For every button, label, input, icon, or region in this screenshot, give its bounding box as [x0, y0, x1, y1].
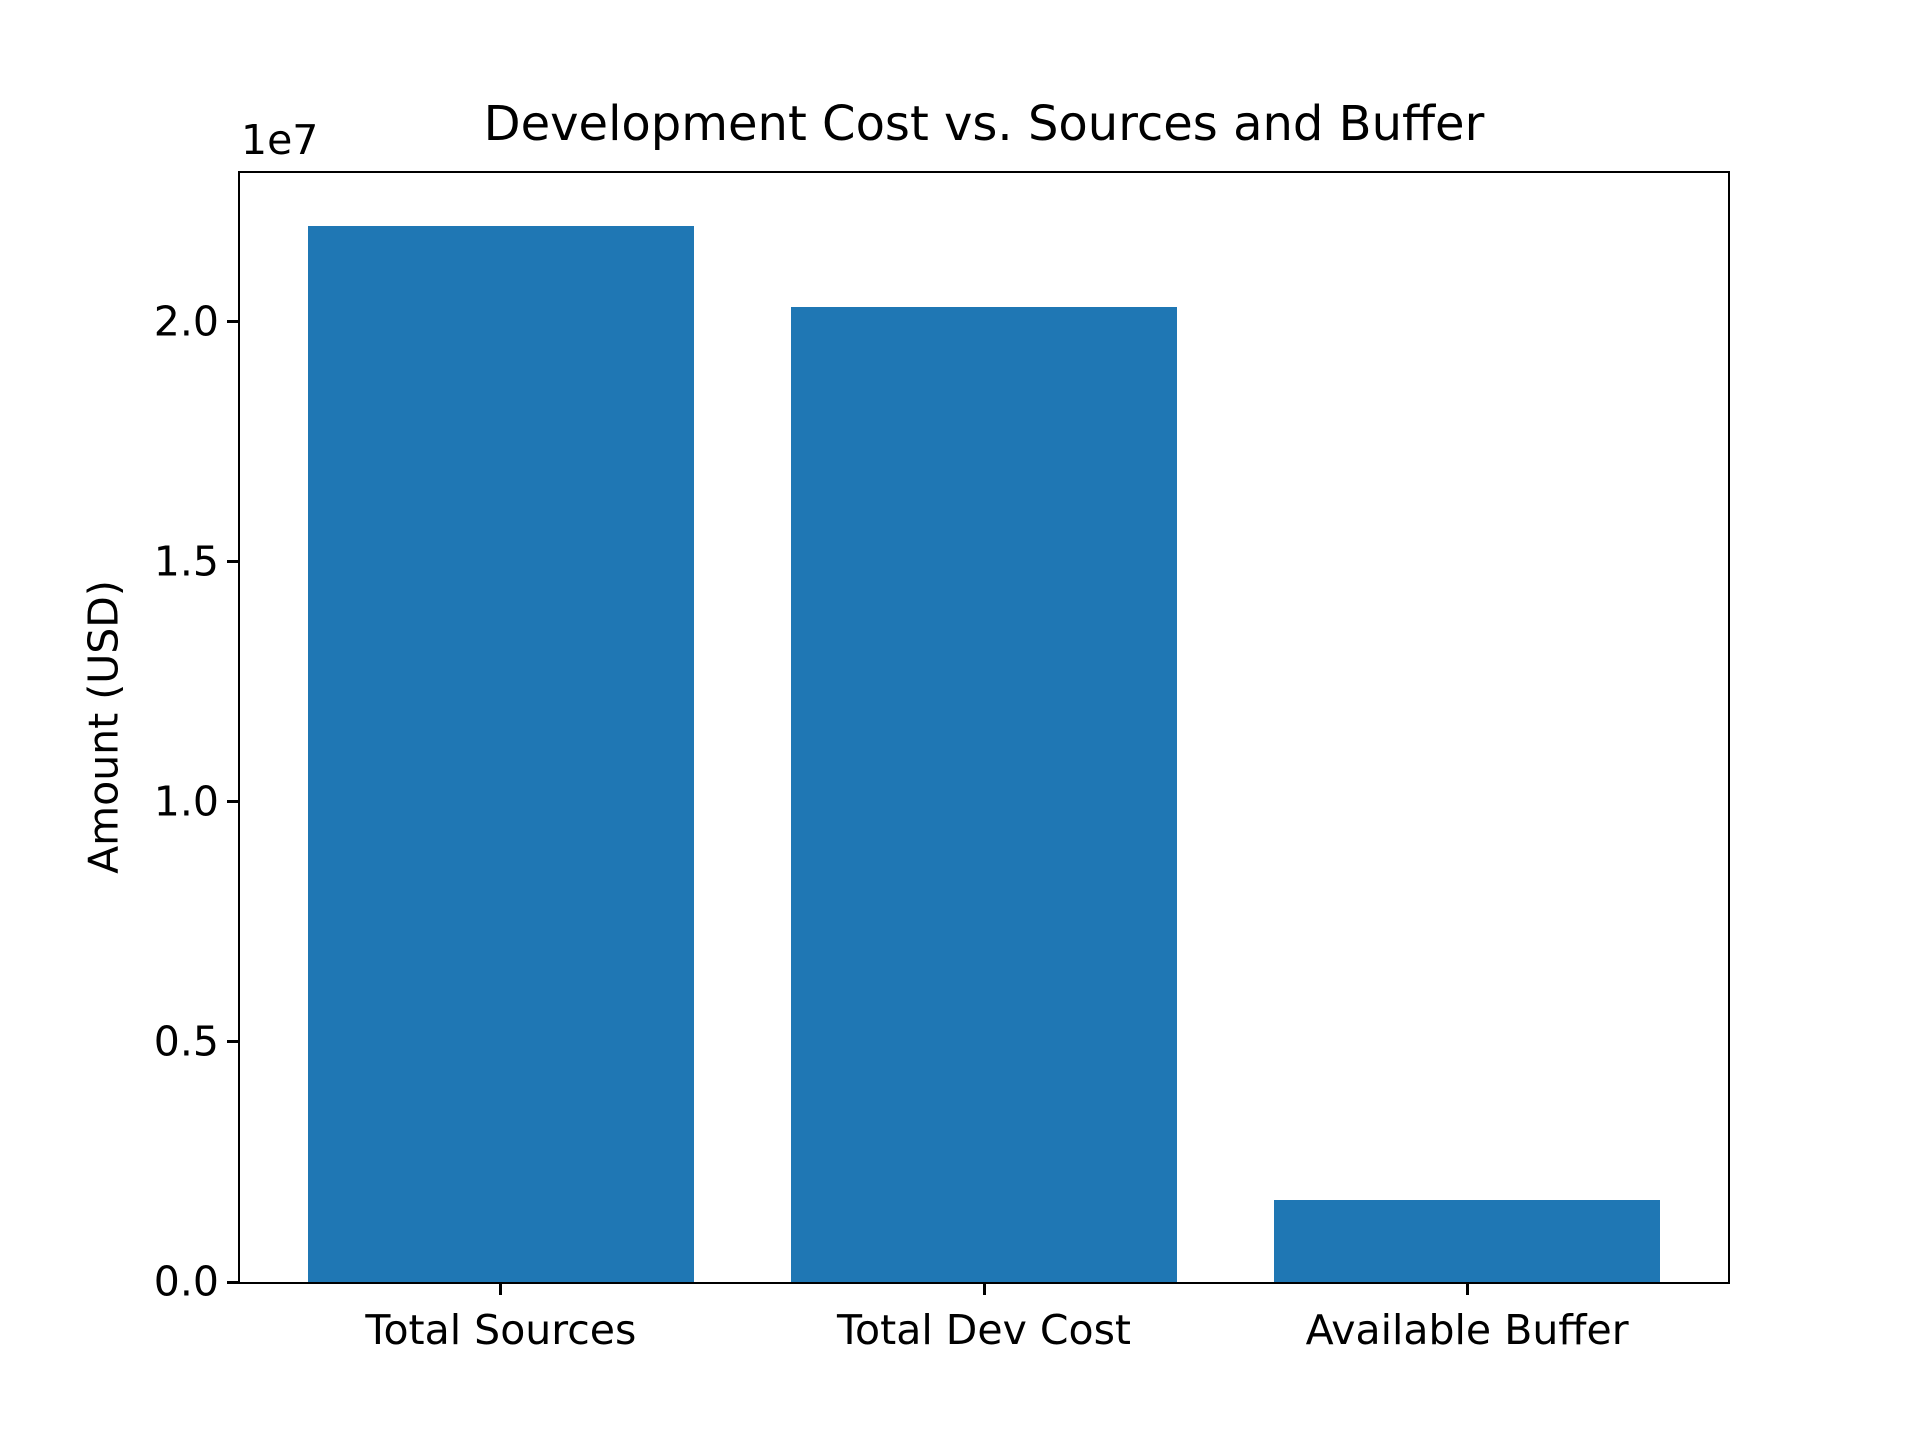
bar-total-dev-cost — [790, 307, 1178, 1282]
y-tick-label: 0.5 — [153, 1017, 219, 1066]
y-axis-offset-text: 1e7 — [241, 116, 319, 164]
y-tick-label: 1.5 — [153, 537, 219, 586]
x-tick-mark — [1465, 1282, 1469, 1295]
plot-area — [238, 171, 1730, 1284]
x-tick-label: Available Buffer — [1305, 1306, 1629, 1354]
y-tick-mark — [227, 800, 240, 804]
y-tick-mark — [227, 1280, 240, 1284]
x-tick-mark — [982, 1282, 986, 1295]
y-tick-mark — [227, 1040, 240, 1044]
y-tick-label: 2.0 — [153, 297, 219, 346]
y-tick-mark — [227, 320, 240, 324]
bar-available-buffer — [1273, 1200, 1661, 1282]
y-tick-label: 1.0 — [153, 777, 219, 826]
x-tick-label: Total Sources — [365, 1306, 637, 1354]
x-tick-mark — [499, 1282, 503, 1295]
y-tick-label: 0.0 — [153, 1257, 219, 1306]
bars-layer — [240, 173, 1728, 1282]
x-tick-label: Total Dev Cost — [836, 1306, 1132, 1354]
chart-title: Development Cost vs. Sources and Buffer — [483, 96, 1485, 152]
y-axis-label: Amount (USD) — [79, 580, 128, 874]
bar-total-sources — [307, 225, 695, 1282]
y-tick-mark — [227, 560, 240, 564]
